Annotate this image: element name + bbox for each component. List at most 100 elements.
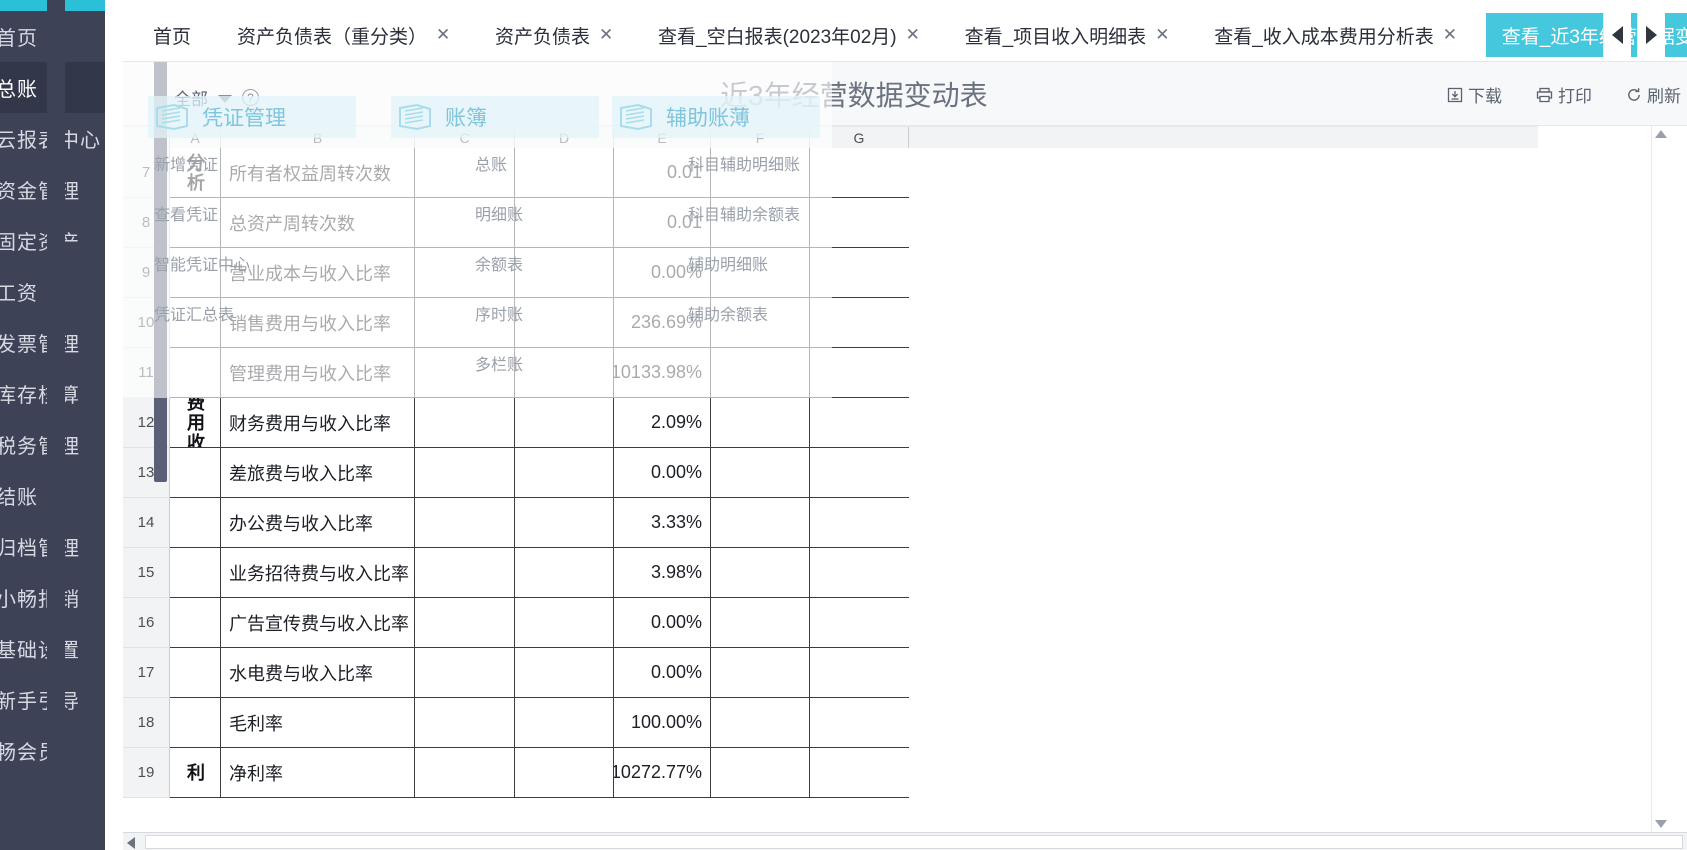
cell-C15[interactable] bbox=[415, 548, 515, 598]
cell-F18[interactable] bbox=[711, 698, 810, 748]
cell-C11[interactable] bbox=[415, 348, 515, 398]
cell-A9[interactable] bbox=[170, 248, 221, 298]
row-header[interactable]: 16 bbox=[123, 598, 170, 648]
cell-G15[interactable] bbox=[810, 548, 909, 598]
cell-C14[interactable] bbox=[415, 498, 515, 548]
scroll-down-arrow-icon[interactable] bbox=[1655, 820, 1667, 828]
row-header[interactable]: 18 bbox=[123, 698, 170, 748]
cell-B8[interactable]: 总资产周转次数 bbox=[221, 198, 415, 248]
refresh-button[interactable]: 刷新 bbox=[1626, 82, 1681, 107]
tab-close-icon[interactable]: ✕ bbox=[1155, 25, 1170, 44]
row-header[interactable]: 14 bbox=[123, 498, 170, 548]
table-row[interactable]: 9 营业成本与收入比率 0.00% bbox=[123, 248, 1538, 298]
cell-F8[interactable] bbox=[711, 198, 810, 248]
cell-G9[interactable] bbox=[810, 248, 909, 298]
cell-D14[interactable] bbox=[515, 498, 614, 548]
sheet-vertical-scrollbar[interactable] bbox=[1651, 126, 1669, 832]
tab-close-icon[interactable]: ✕ bbox=[905, 25, 920, 44]
tab-scroll-prev-button[interactable] bbox=[1603, 13, 1631, 57]
cell-C13[interactable] bbox=[415, 448, 515, 498]
cell-D17[interactable] bbox=[515, 648, 614, 698]
table-row[interactable]: 7 分析 所有者权益周转次数 0.01 bbox=[123, 148, 1538, 198]
table-row[interactable]: 18 毛利率 100.00% bbox=[123, 698, 1538, 748]
cell-E7[interactable]: 0.01 bbox=[614, 148, 711, 198]
download-button[interactable]: 下载 bbox=[1447, 82, 1502, 107]
scroll-left-arrow-icon[interactable] bbox=[127, 837, 135, 849]
cell-E17[interactable]: 0.00% bbox=[614, 648, 711, 698]
cell-D19[interactable] bbox=[515, 748, 614, 798]
cell-B19[interactable]: 净利率 bbox=[221, 748, 415, 798]
table-row[interactable]: 13 差旅费与收入比率 0.00% bbox=[123, 448, 1538, 498]
cell-C9[interactable] bbox=[415, 248, 515, 298]
cell-B13[interactable]: 差旅费与收入比率 bbox=[221, 448, 415, 498]
cell-D15[interactable] bbox=[515, 548, 614, 598]
cell-A18[interactable] bbox=[170, 698, 221, 748]
tab-close-icon[interactable]: ✕ bbox=[1442, 25, 1458, 44]
cell-E9[interactable]: 0.00% bbox=[614, 248, 711, 298]
tab-4[interactable]: 查看_项目收入明细表 ✕ bbox=[949, 13, 1186, 57]
cell-B15[interactable]: 业务招待费与收入比率 bbox=[221, 548, 415, 598]
cell-E10[interactable]: 236.69% bbox=[614, 298, 711, 348]
cell-E18[interactable]: 100.00% bbox=[614, 698, 711, 748]
cell-D7[interactable] bbox=[515, 148, 614, 198]
column-header-A[interactable]: A bbox=[170, 127, 221, 149]
cell-F7[interactable] bbox=[711, 148, 810, 198]
cell-D13[interactable] bbox=[515, 448, 614, 498]
cell-B14[interactable]: 办公费与收入比率 bbox=[221, 498, 415, 548]
cell-A19[interactable]: 利 bbox=[170, 748, 221, 798]
table-row[interactable]: 15 业务招待费与收入比率 3.98% bbox=[123, 548, 1538, 598]
table-row[interactable]: 11 管理费用与收入比率 10133.98% bbox=[123, 348, 1538, 398]
cell-F19[interactable] bbox=[711, 748, 810, 798]
cell-E16[interactable]: 0.00% bbox=[614, 598, 711, 648]
cell-B9[interactable]: 营业成本与收入比率 bbox=[221, 248, 415, 298]
print-button[interactable]: 打印 bbox=[1536, 82, 1592, 107]
cell-D11[interactable] bbox=[515, 348, 614, 398]
row-header[interactable]: 19 bbox=[123, 748, 170, 798]
cell-A17[interactable] bbox=[170, 648, 221, 698]
column-header-E[interactable]: E bbox=[614, 127, 711, 149]
cell-B7[interactable]: 所有者权益周转次数 bbox=[221, 148, 415, 198]
tab-1[interactable]: 资产负债表（重分类） ✕ bbox=[221, 13, 466, 57]
cell-D9[interactable] bbox=[515, 248, 614, 298]
cell-F17[interactable] bbox=[711, 648, 810, 698]
cell-F14[interactable] bbox=[711, 498, 810, 548]
sidebar-scrollbar[interactable] bbox=[47, 0, 167, 850]
cell-D10[interactable] bbox=[515, 298, 614, 348]
cell-F16[interactable] bbox=[711, 598, 810, 648]
sheet-horizontal-scrollbar[interactable] bbox=[123, 832, 1687, 850]
cell-A13[interactable] bbox=[170, 448, 221, 498]
sidebar-item-14[interactable]: 畅会员 bbox=[0, 725, 105, 776]
sidebar-item-0[interactable]: 首页 bbox=[0, 11, 105, 62]
cell-A12[interactable]: 成本费用收入比 bbox=[170, 398, 221, 448]
scroll-up-arrow-icon[interactable] bbox=[1655, 130, 1667, 138]
column-header-D[interactable]: D bbox=[515, 127, 614, 149]
cell-G13[interactable] bbox=[810, 448, 909, 498]
row-header[interactable]: 17 bbox=[123, 648, 170, 698]
cell-C7[interactable] bbox=[415, 148, 515, 198]
cell-C10[interactable] bbox=[415, 298, 515, 348]
cell-C19[interactable] bbox=[415, 748, 515, 798]
sidebar-item-9[interactable]: 结账 bbox=[0, 470, 105, 521]
cell-E14[interactable]: 3.33% bbox=[614, 498, 711, 548]
cell-F9[interactable] bbox=[711, 248, 810, 298]
table-row[interactable]: 12成本费用收入比财务费用与收入比率2.09% bbox=[123, 398, 1538, 448]
table-row[interactable]: 10 销售费用与收入比率 236.69% bbox=[123, 298, 1538, 348]
cell-B16[interactable]: 广告宣传费与收入比率 bbox=[221, 598, 415, 648]
table-row[interactable]: 8 总资产周转次数 0.01 bbox=[123, 198, 1538, 248]
cell-G16[interactable] bbox=[810, 598, 909, 648]
cell-A10[interactable] bbox=[170, 298, 221, 348]
cell-A14[interactable] bbox=[170, 498, 221, 548]
cell-C12[interactable] bbox=[415, 398, 515, 448]
tab-5[interactable]: 查看_收入成本费用分析表 ✕ bbox=[1198, 13, 1473, 57]
cell-G12[interactable] bbox=[810, 398, 909, 448]
cell-B11[interactable]: 管理费用与收入比率 bbox=[221, 348, 415, 398]
cell-C17[interactable] bbox=[415, 648, 515, 698]
cell-G17[interactable] bbox=[810, 648, 909, 698]
cell-E11[interactable]: 10133.98% bbox=[614, 348, 711, 398]
cell-A11[interactable] bbox=[170, 348, 221, 398]
cell-B18[interactable]: 毛利率 bbox=[221, 698, 415, 748]
cell-G19[interactable] bbox=[810, 748, 909, 798]
cell-B17[interactable]: 水电费与收入比率 bbox=[221, 648, 415, 698]
tab-close-icon[interactable]: ✕ bbox=[599, 25, 614, 44]
